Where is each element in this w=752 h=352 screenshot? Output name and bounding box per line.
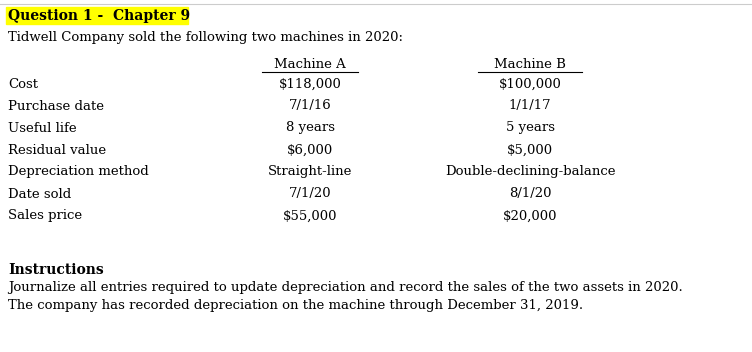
Text: $118,000: $118,000 bbox=[278, 77, 341, 90]
Text: $5,000: $5,000 bbox=[507, 144, 553, 157]
Text: 8 years: 8 years bbox=[286, 121, 335, 134]
Text: Question 1 -  Chapter 9: Question 1 - Chapter 9 bbox=[8, 9, 190, 23]
Text: 7/1/16: 7/1/16 bbox=[289, 100, 332, 113]
Text: 1/1/17: 1/1/17 bbox=[508, 100, 551, 113]
Text: $6,000: $6,000 bbox=[287, 144, 333, 157]
Text: Date sold: Date sold bbox=[8, 188, 71, 201]
Text: Purchase date: Purchase date bbox=[8, 100, 104, 113]
Text: $55,000: $55,000 bbox=[283, 209, 337, 222]
Text: Double-declining-balance: Double-declining-balance bbox=[444, 165, 615, 178]
Text: $20,000: $20,000 bbox=[503, 209, 557, 222]
Text: Machine B: Machine B bbox=[494, 58, 566, 71]
Text: Tidwell Company sold the following two machines in 2020:: Tidwell Company sold the following two m… bbox=[8, 31, 403, 44]
Text: 8/1/20: 8/1/20 bbox=[509, 188, 551, 201]
Text: Machine A: Machine A bbox=[274, 58, 346, 71]
Text: Residual value: Residual value bbox=[8, 144, 106, 157]
Text: Sales price: Sales price bbox=[8, 209, 82, 222]
Text: Instructions: Instructions bbox=[8, 263, 104, 277]
Text: Depreciation method: Depreciation method bbox=[8, 165, 149, 178]
Text: $100,000: $100,000 bbox=[499, 77, 562, 90]
Text: 7/1/20: 7/1/20 bbox=[289, 188, 332, 201]
Text: The company has recorded depreciation on the machine through December 31, 2019.: The company has recorded depreciation on… bbox=[8, 300, 583, 313]
FancyBboxPatch shape bbox=[6, 7, 188, 24]
Text: 5 years: 5 years bbox=[505, 121, 554, 134]
Text: Useful life: Useful life bbox=[8, 121, 77, 134]
Text: Straight-line: Straight-line bbox=[268, 165, 352, 178]
Text: Cost: Cost bbox=[8, 77, 38, 90]
Text: Journalize all entries required to update depreciation and record the sales of t: Journalize all entries required to updat… bbox=[8, 282, 683, 295]
